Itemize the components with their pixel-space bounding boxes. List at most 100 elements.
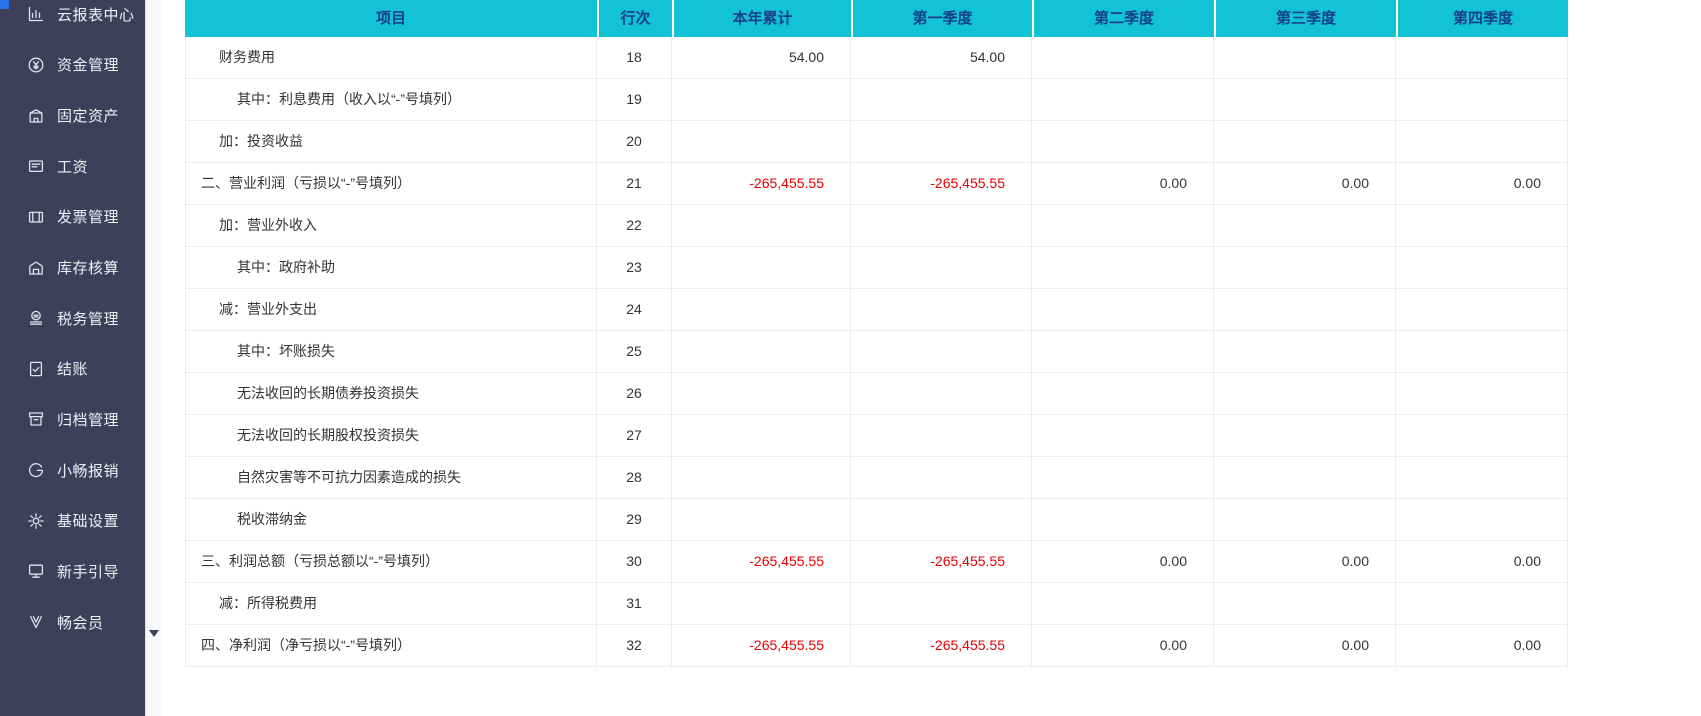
value-cell[interactable]: 0.00 — [1032, 163, 1214, 204]
value-cell[interactable]: 0.00 — [1214, 541, 1396, 582]
value-cell[interactable] — [672, 121, 851, 162]
value-cell[interactable] — [1396, 79, 1568, 120]
value-cell[interactable]: -265,455.55 — [851, 625, 1032, 666]
value-cell[interactable] — [851, 415, 1032, 456]
value-cell[interactable] — [672, 331, 851, 372]
value-cell[interactable]: 0.00 — [1214, 625, 1396, 666]
value-cell[interactable] — [1396, 289, 1568, 330]
value-cell[interactable]: 0.00 — [1396, 625, 1568, 666]
table-row[interactable]: 四、净利润（净亏损以“-”号填列） 32 -265,455.55 -265,455.5… — [185, 625, 1568, 667]
value-cell[interactable] — [851, 583, 1032, 624]
value-cell[interactable] — [1032, 499, 1214, 540]
value-cell[interactable] — [1214, 373, 1396, 414]
value-cell[interactable] — [851, 457, 1032, 498]
value-cell[interactable]: 0.00 — [1032, 541, 1214, 582]
value-cell[interactable] — [1032, 205, 1214, 246]
sidebar-item[interactable]: 新手引导 — [0, 546, 162, 597]
value-cell[interactable] — [1396, 37, 1568, 78]
table-row[interactable]: 减：所得税费用 31 — [185, 583, 1568, 625]
table-row[interactable]: 其中：坏账损失 25 — [185, 331, 1568, 373]
value-cell[interactable] — [851, 205, 1032, 246]
value-cell[interactable] — [1214, 247, 1396, 288]
value-cell[interactable] — [1396, 205, 1568, 246]
value-cell[interactable]: 0.00 — [1396, 541, 1568, 582]
table-row[interactable]: 减：营业外支出 24 — [185, 289, 1568, 331]
value-cell[interactable] — [672, 415, 851, 456]
value-cell[interactable] — [1214, 331, 1396, 372]
value-cell[interactable] — [851, 373, 1032, 414]
value-cell[interactable] — [1032, 457, 1214, 498]
sidebar-item[interactable]: 畅会员 — [0, 597, 162, 648]
value-cell[interactable] — [851, 121, 1032, 162]
table-row[interactable]: 无法收回的长期股权投资损失 27 — [185, 415, 1568, 457]
table-row[interactable]: 财务费用 18 54.00 54.00 — [185, 37, 1568, 79]
value-cell[interactable]: -265,455.55 — [672, 541, 851, 582]
value-cell[interactable] — [672, 205, 851, 246]
sidebar-item[interactable]: 资金管理 — [0, 40, 162, 91]
value-cell[interactable] — [672, 457, 851, 498]
sidebar-item[interactable]: 固定资产 — [0, 90, 162, 141]
value-cell[interactable] — [1032, 289, 1214, 330]
sidebar-item[interactable]: 税务管理 — [0, 293, 162, 344]
sidebar-item[interactable]: 结账 — [0, 343, 162, 394]
value-cell[interactable]: 0.00 — [1396, 163, 1568, 204]
value-cell[interactable] — [1214, 37, 1396, 78]
value-cell[interactable] — [1214, 79, 1396, 120]
value-cell[interactable] — [1032, 331, 1214, 372]
value-cell[interactable]: 54.00 — [672, 37, 851, 78]
value-cell[interactable] — [851, 247, 1032, 288]
value-cell[interactable] — [1032, 583, 1214, 624]
sidebar-scrollbar[interactable] — [145, 0, 162, 716]
value-cell[interactable] — [672, 499, 851, 540]
value-cell[interactable]: 0.00 — [1032, 625, 1214, 666]
value-cell[interactable]: -265,455.55 — [851, 163, 1032, 204]
value-cell[interactable] — [1396, 583, 1568, 624]
value-cell[interactable] — [672, 583, 851, 624]
table-row[interactable]: 其中：利息费用（收入以“-”号填列） 19 — [185, 79, 1568, 121]
value-cell[interactable] — [1396, 331, 1568, 372]
value-cell[interactable] — [1214, 205, 1396, 246]
sidebar-item[interactable]: 基础设置 — [0, 495, 162, 546]
value-cell[interactable] — [1396, 121, 1568, 162]
value-cell[interactable] — [672, 373, 851, 414]
value-cell[interactable] — [851, 289, 1032, 330]
value-cell[interactable] — [851, 79, 1032, 120]
table-row[interactable]: 二、营业利润（亏损以“-”号填列） 21 -265,455.55 -265,455.5… — [185, 163, 1568, 205]
table-row[interactable]: 其中：政府补助 23 — [185, 247, 1568, 289]
value-cell[interactable]: -265,455.55 — [672, 625, 851, 666]
scrollbar-down-arrow[interactable] — [149, 630, 159, 637]
value-cell[interactable] — [1214, 415, 1396, 456]
value-cell[interactable] — [1032, 37, 1214, 78]
value-cell[interactable]: 54.00 — [851, 37, 1032, 78]
value-cell[interactable] — [1032, 79, 1214, 120]
value-cell[interactable]: 0.00 — [1214, 163, 1396, 204]
value-cell[interactable] — [851, 331, 1032, 372]
table-row[interactable]: 自然灾害等不可抗力因素造成的损失 28 — [185, 457, 1568, 499]
table-row[interactable]: 税收滞纳金 29 — [185, 499, 1568, 541]
value-cell[interactable] — [1032, 373, 1214, 414]
sidebar-item[interactable]: 库存核算 — [0, 242, 162, 293]
value-cell[interactable] — [1032, 247, 1214, 288]
value-cell[interactable] — [1396, 373, 1568, 414]
value-cell[interactable] — [1214, 121, 1396, 162]
value-cell[interactable] — [1214, 499, 1396, 540]
sidebar-item[interactable]: 工资 — [0, 141, 162, 192]
value-cell[interactable] — [1396, 247, 1568, 288]
value-cell[interactable] — [672, 289, 851, 330]
table-row[interactable]: 三、利润总额（亏损总额以“-”号填列） 30 -265,455.55 -265,455… — [185, 541, 1568, 583]
value-cell[interactable] — [1032, 121, 1214, 162]
table-row[interactable]: 加：投资收益 20 — [185, 121, 1568, 163]
value-cell[interactable] — [672, 79, 851, 120]
sidebar-item[interactable]: 云报表中心 — [0, 0, 162, 40]
table-row[interactable]: 无法收回的长期债券投资损失 26 — [185, 373, 1568, 415]
value-cell[interactable] — [1032, 415, 1214, 456]
value-cell[interactable] — [672, 247, 851, 288]
value-cell[interactable] — [851, 499, 1032, 540]
value-cell[interactable] — [1214, 289, 1396, 330]
sidebar-item[interactable]: 小畅报销 — [0, 445, 162, 496]
value-cell[interactable] — [1396, 457, 1568, 498]
value-cell[interactable] — [1396, 499, 1568, 540]
value-cell[interactable] — [1396, 415, 1568, 456]
value-cell[interactable]: -265,455.55 — [672, 163, 851, 204]
sidebar-item[interactable]: 归档管理 — [0, 394, 162, 445]
